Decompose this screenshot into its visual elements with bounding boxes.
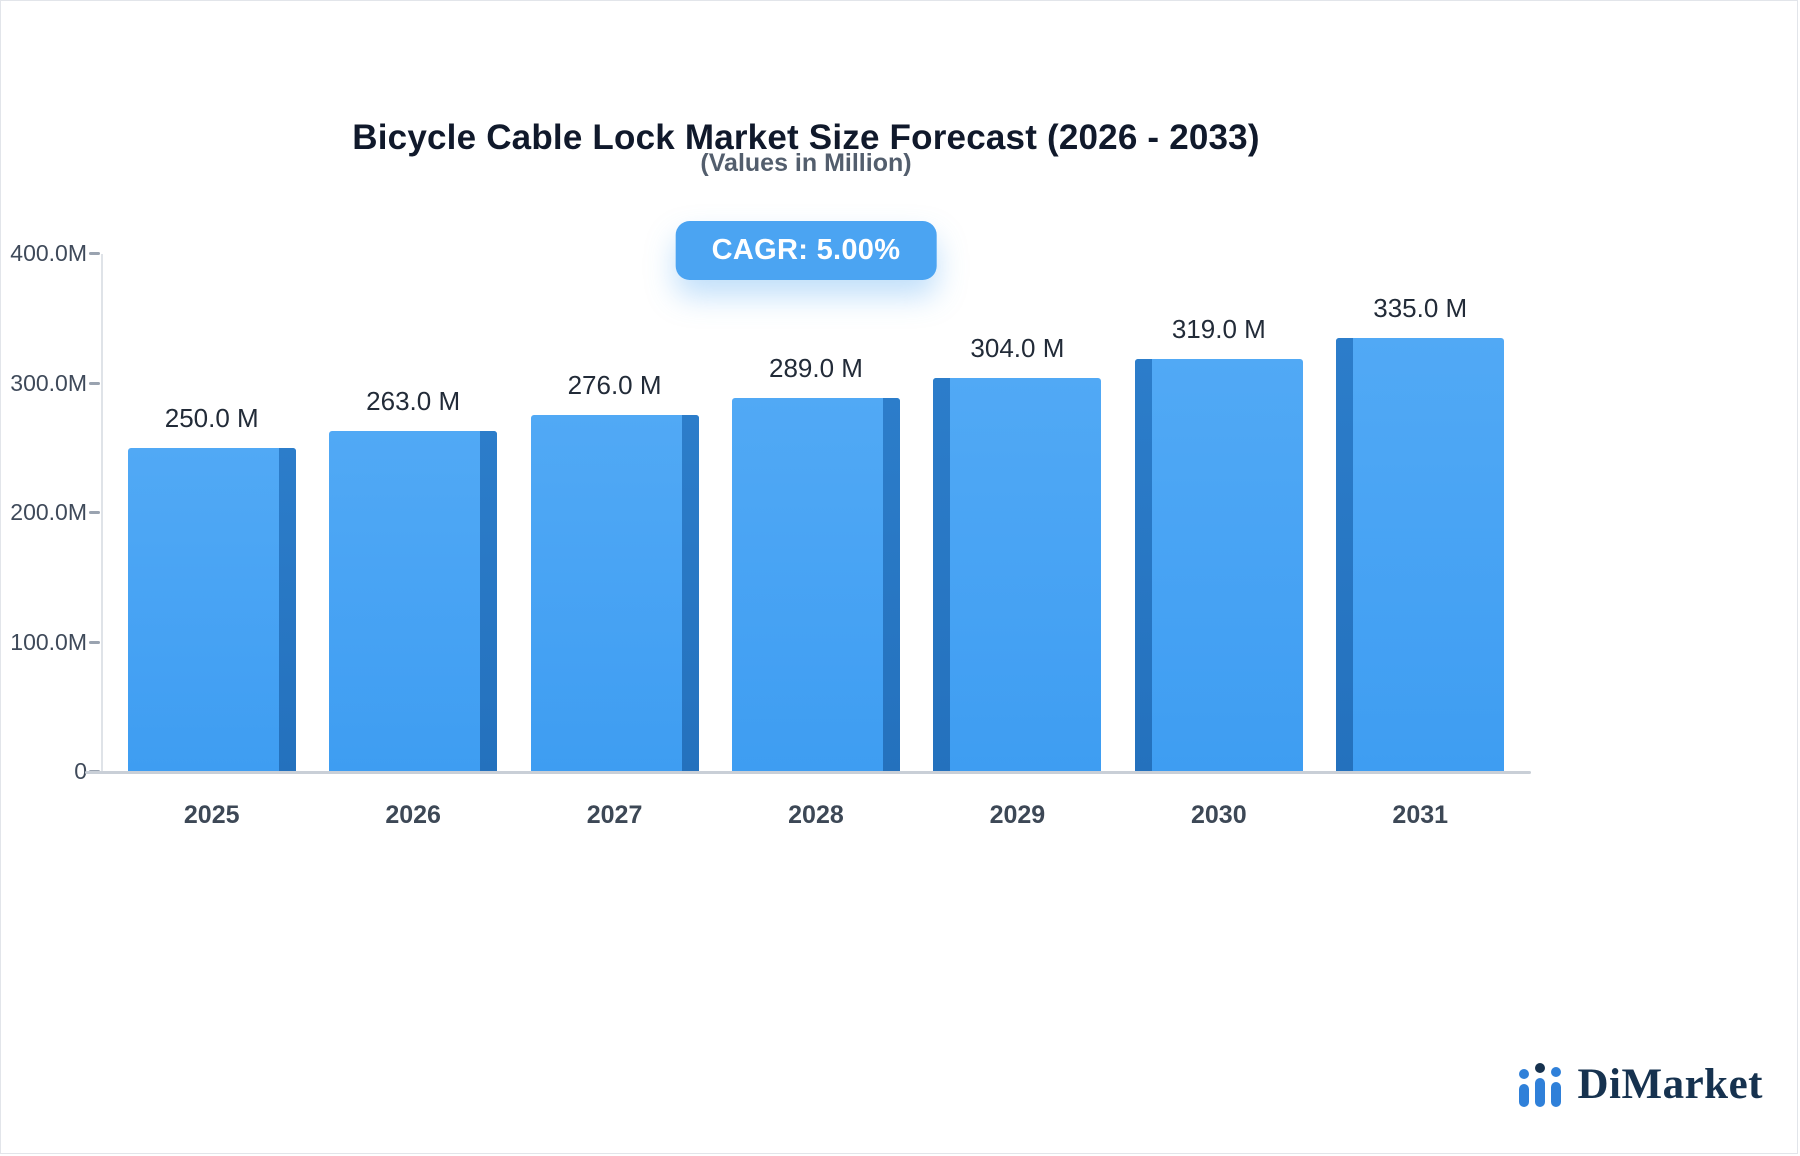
bar-group: 276.0 M 2027 <box>514 254 715 829</box>
x-axis-label: 2025 <box>183 801 240 829</box>
y-axis-tick-label: 0 <box>74 758 87 784</box>
bar-group: 335.0 M 2031 <box>1320 254 1521 829</box>
x-axis-label: 2027 <box>586 801 643 829</box>
chart-subtitle: (Values in Million) <box>700 149 912 177</box>
x-axis-label: 2030 <box>1191 801 1247 829</box>
bar-group: 289.0 M 2028 <box>715 254 916 829</box>
logo-text: DiMarket <box>1577 1060 1763 1108</box>
bar-value-label: 250.0 M <box>164 403 259 434</box>
y-axis-tick-mark <box>89 640 100 644</box>
bar-group: 263.0 M 2026 <box>312 254 513 829</box>
y-axis-tick-label: 400.0M <box>10 240 87 266</box>
bar-group: 304.0 M 2029 <box>917 254 1118 829</box>
bar-3d-side <box>278 448 296 772</box>
cagr-badge: CAGR: 5.00% <box>675 221 937 280</box>
x-axis-label: 2031 <box>1392 801 1449 829</box>
bar-3d-side <box>480 431 498 772</box>
bar-value-label: 263.0 M <box>366 386 461 417</box>
y-axis-tick-label: 200.0M <box>10 499 87 525</box>
y-axis-tick-mark <box>89 511 100 514</box>
bar-value-label: 304.0 M <box>970 333 1065 364</box>
bar-3d-side <box>933 378 951 772</box>
y-axis-tick-label: 100.0M <box>10 628 87 655</box>
x-axis-label: 2026 <box>385 801 441 829</box>
bar-group: 250.0 M 2025 <box>111 254 312 829</box>
bar-value-label: 335.0 M <box>1373 293 1468 324</box>
bar-3d-side <box>681 414 699 772</box>
bar <box>731 397 900 772</box>
bar-value-label: 319.0 M <box>1171 313 1266 344</box>
bar-chart: 400.0M 300.0M 200.0M 100.0M 0 250.0 M 2025 263… <box>1 240 1531 829</box>
bar-3d-side <box>882 397 900 772</box>
bar-3d-side <box>1134 358 1152 772</box>
bar-3d-side <box>1336 338 1354 772</box>
bar <box>127 448 296 772</box>
bar-value-label: 289.0 M <box>769 352 863 383</box>
dimarket-logo: DiMarket <box>1513 1057 1764 1111</box>
x-axis-line <box>85 771 1531 774</box>
x-axis-label: 2029 <box>989 801 1046 829</box>
bar <box>1134 358 1303 772</box>
bar <box>1336 338 1505 772</box>
bar <box>933 378 1102 772</box>
y-axis-line <box>101 254 103 772</box>
bar <box>530 414 699 772</box>
plot-area: 250.0 M 2025 263.0 M 2026 276.0 M 2027 289.0 M… <box>111 254 1521 829</box>
bar-group: 319.0 M 2030 <box>1118 254 1319 829</box>
x-axis-label: 2028 <box>788 801 844 829</box>
y-axis-tick-mark <box>89 381 100 385</box>
y-axis-tick-label: 300.0M <box>10 369 87 396</box>
bar <box>329 431 498 772</box>
y-axis-tick-mark <box>89 252 100 255</box>
bar-chart-icon <box>1518 1063 1561 1107</box>
bar-value-label: 276.0 M <box>567 369 662 400</box>
chart-title: Bicycle Cable Lock Market Size Forecast … <box>352 118 1260 158</box>
